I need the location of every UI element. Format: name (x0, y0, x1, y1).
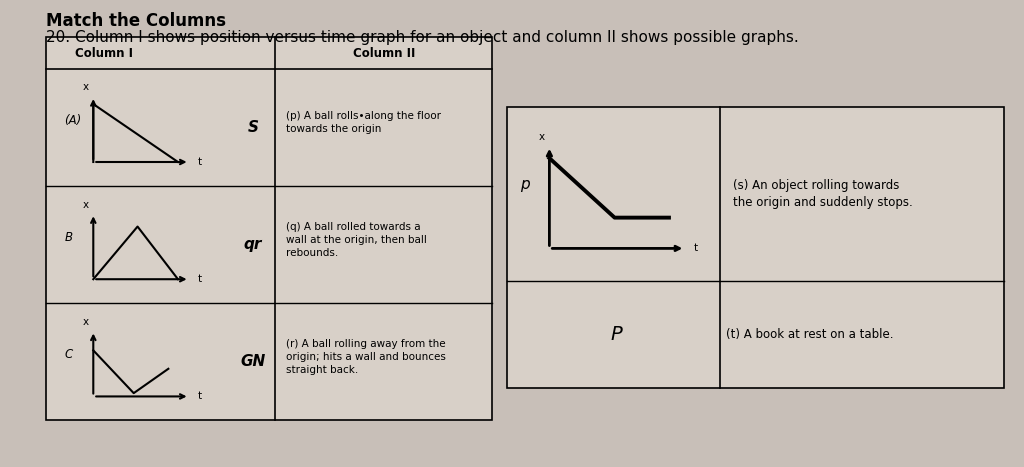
Text: C: C (65, 348, 73, 361)
Text: x: x (83, 317, 89, 327)
Text: t: t (198, 274, 202, 284)
Text: (t) A book at rest on a table.: (t) A book at rest on a table. (726, 328, 893, 341)
Text: x: x (83, 200, 89, 210)
Text: (r) A ball rolling away from the
origin; hits a wall and bounces
straight back.: (r) A ball rolling away from the origin;… (286, 339, 445, 375)
Text: x: x (540, 132, 546, 142)
Bar (46, 37, 492, 420)
Text: x: x (83, 83, 89, 92)
Text: B: B (65, 231, 73, 244)
Text: t: t (198, 157, 202, 167)
Text: P: P (610, 325, 622, 344)
Text: (p) A ball rolls•along the floor
towards the origin: (p) A ball rolls•along the floor towards… (286, 111, 440, 134)
Text: Match the Columns: Match the Columns (46, 12, 226, 30)
Text: 20. Column I shows position versus time graph for an object and column II shows : 20. Column I shows position versus time … (46, 30, 799, 45)
Text: Column I: Column I (75, 47, 133, 59)
Text: (s) An object rolling towards
the origin and suddenly stops.: (s) An object rolling towards the origin… (733, 179, 912, 209)
Text: Column II: Column II (353, 47, 416, 59)
Text: (q) A ball rolled towards a
wall at the origin, then ball
rebounds.: (q) A ball rolled towards a wall at the … (286, 222, 427, 258)
Text: (A): (A) (65, 114, 82, 127)
Text: t: t (198, 391, 202, 402)
Bar (507, 107, 1004, 388)
Text: GN: GN (241, 354, 265, 369)
Text: p: p (520, 177, 529, 192)
Text: qr: qr (244, 237, 262, 252)
Text: S: S (248, 120, 258, 135)
Text: t: t (693, 243, 697, 254)
